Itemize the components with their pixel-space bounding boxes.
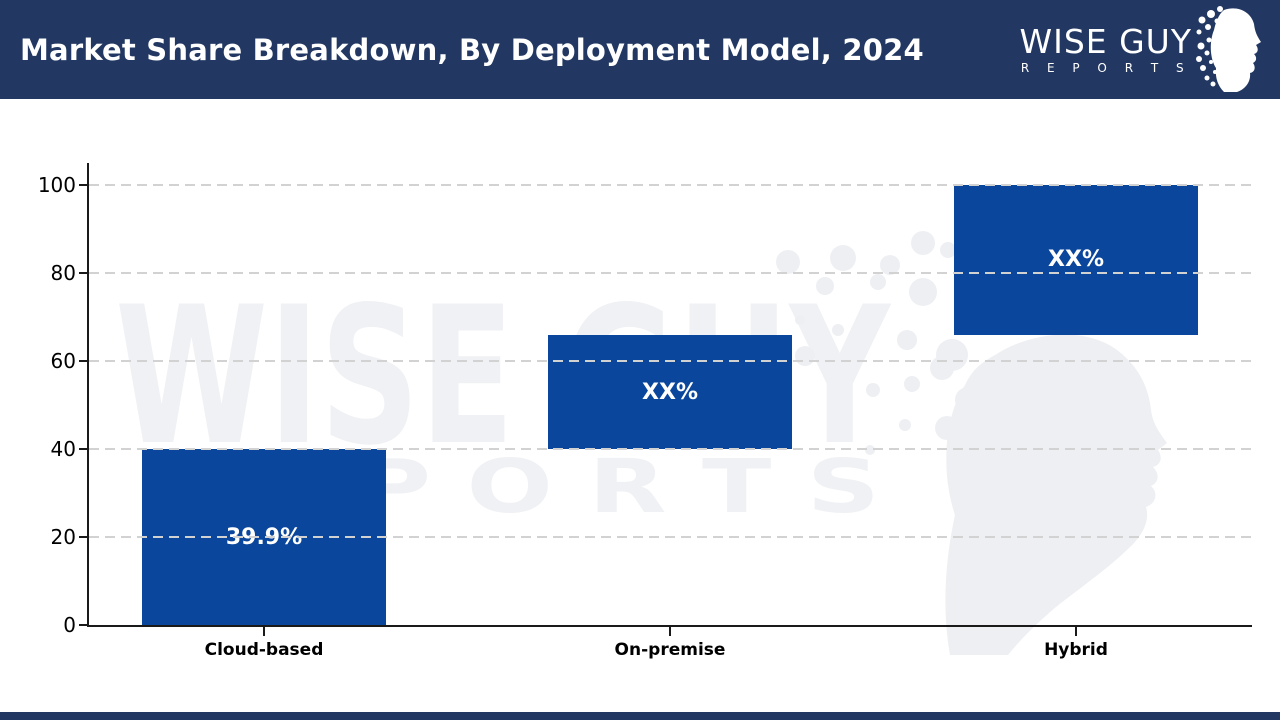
y-tick-label-20: 20 <box>50 525 76 549</box>
x-axis-spine <box>87 625 1252 627</box>
x-tick-mark <box>263 627 265 636</box>
y-tick-mark <box>79 184 87 186</box>
y-tick-mark <box>79 624 87 626</box>
bar-on-premise: XX% <box>548 334 792 450</box>
gridline-100 <box>89 184 1252 186</box>
plot-area: 39.9% XX% XX% <box>89 163 1252 625</box>
bar-value-label: XX% <box>642 379 698 405</box>
bar-hybrid: XX% <box>954 185 1198 335</box>
y-tick-label-0: 0 <box>63 613 76 637</box>
gridline-80 <box>89 272 1252 274</box>
gridline-20 <box>89 536 1252 538</box>
brand-logo-text: WISE GUY R E P O R T S <box>1019 25 1192 74</box>
x-tick-mark <box>669 627 671 636</box>
x-category-label-on-premise: On-premise <box>614 640 726 660</box>
brand-wordmark: WISE GUY <box>1019 22 1192 61</box>
y-tick-mark <box>79 448 87 450</box>
x-category-label-cloud-based: Cloud-based <box>204 640 324 660</box>
footer-bar <box>0 712 1280 720</box>
y-axis-spine <box>87 163 89 627</box>
header: Market Share Breakdown, By Deployment Mo… <box>0 0 1280 99</box>
bar-value-label: XX% <box>1048 247 1104 273</box>
x-tick-mark <box>1075 627 1077 636</box>
y-tick-label-80: 80 <box>50 261 76 285</box>
y-tick-mark <box>79 536 87 538</box>
y-tick-label-60: 60 <box>50 349 76 373</box>
brand-head-icon <box>1196 5 1261 92</box>
x-category-label-hybrid: Hybrid <box>1044 640 1108 660</box>
y-tick-mark <box>79 272 87 274</box>
y-tick-label-40: 40 <box>50 437 76 461</box>
brand-subtext: R E P O R T S <box>1020 61 1191 75</box>
gridline-40 <box>89 448 1252 450</box>
y-tick-mark <box>79 360 87 362</box>
y-tick-label-100: 100 <box>37 173 76 197</box>
page-title: Market Share Breakdown, By Deployment Mo… <box>20 32 924 67</box>
brand-logo: WISE GUY R E P O R T S <box>1019 4 1266 96</box>
gridline-60 <box>89 360 1252 362</box>
